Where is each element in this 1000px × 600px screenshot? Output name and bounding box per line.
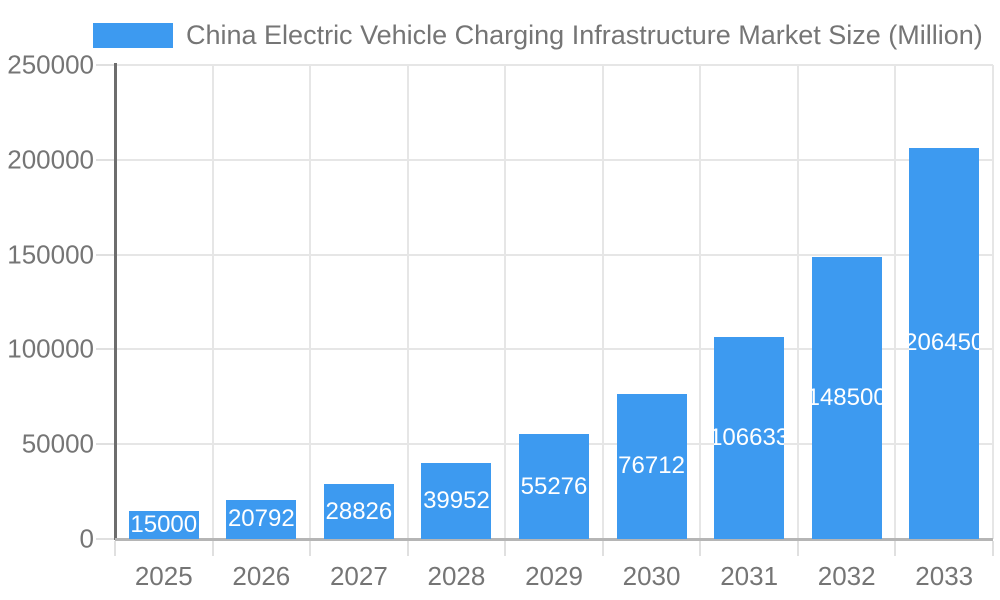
x-axis-tick — [894, 541, 897, 556]
x-axis-label-2026: 2026 — [232, 561, 291, 591]
bar-2028[interactable]: 39952 — [421, 463, 492, 539]
x-axis-tick — [601, 541, 604, 556]
gridline-vertical — [504, 65, 507, 539]
bar-value-label: 148500 — [811, 384, 882, 412]
x-axis-label-2029: 2029 — [525, 561, 583, 591]
bar-value-label: 76712 — [618, 452, 685, 480]
gridline-horizontal — [115, 253, 993, 256]
y-axis-tick — [96, 158, 115, 161]
gridline-horizontal — [115, 64, 993, 66]
x-axis-label-2033: 2033 — [915, 561, 974, 591]
x-axis-label-2031: 2031 — [720, 561, 779, 591]
x-axis-tick — [504, 541, 507, 556]
y-axis-tick — [96, 64, 115, 66]
y-axis-tick — [96, 253, 115, 256]
bar-2031[interactable]: 106633 — [714, 336, 785, 539]
bar-2029[interactable]: 55276 — [519, 434, 589, 539]
gridline-vertical — [211, 65, 214, 539]
x-axis-tick — [114, 541, 116, 556]
gridline-vertical — [699, 65, 702, 539]
bar-value-label: 39952 — [423, 487, 490, 515]
y-axis-tick-label: 0 — [79, 523, 94, 554]
x-axis-label-2027: 2027 — [329, 561, 388, 591]
x-axis-tick — [796, 541, 799, 556]
gridline-vertical — [601, 65, 604, 539]
bar-2030[interactable]: 76712 — [616, 393, 687, 539]
x-axis-tick — [992, 541, 994, 556]
gridline-horizontal — [115, 348, 993, 351]
bar-value-label: 15000 — [130, 510, 198, 538]
x-axis-label-2025: 2025 — [134, 561, 193, 591]
y-axis-tick — [96, 538, 115, 540]
gridline-horizontal — [115, 158, 993, 161]
x-axis-label-2028: 2028 — [427, 561, 486, 591]
y-axis-line — [114, 63, 117, 540]
y-axis-tick — [96, 443, 115, 446]
gridline-vertical — [309, 65, 312, 539]
bar-value-label: 28826 — [325, 497, 393, 525]
x-axis-line — [115, 538, 993, 541]
x-axis-tick — [406, 541, 409, 556]
bar-value-label: 206450 — [909, 329, 980, 357]
y-axis-tick-label: 50000 — [21, 428, 94, 459]
y-axis-tick-label: 100000 — [7, 333, 94, 364]
x-axis-label-2032: 2032 — [817, 561, 876, 591]
bar-2032[interactable]: 148500 — [811, 257, 882, 539]
y-axis-tick-label: 200000 — [7, 144, 94, 175]
chart-title: China Electric Vehicle Charging Infrastr… — [186, 20, 983, 50]
bar-value-label: 20792 — [227, 505, 295, 533]
x-axis-tick — [309, 541, 312, 556]
bar-value-label: 55276 — [520, 472, 588, 500]
bar-2025[interactable]: 15000 — [128, 510, 199, 539]
x-axis-label-2030: 2030 — [622, 561, 681, 591]
y-axis-tick — [96, 348, 115, 351]
legend-color-swatch-icon — [93, 23, 173, 48]
x-axis-tick — [699, 541, 702, 556]
gridline-vertical — [796, 65, 799, 539]
gridline-vertical — [406, 65, 409, 539]
bar-2027[interactable]: 28826 — [323, 484, 394, 539]
legend-item[interactable]: China Electric Vehicle Charging Infrastr… — [93, 20, 983, 51]
y-axis-tick-label: 150000 — [7, 239, 94, 270]
bar-2026[interactable]: 20792 — [226, 499, 297, 539]
y-axis-tick-label: 250000 — [7, 49, 94, 80]
bar-value-label: 106633 — [714, 423, 785, 451]
bar-2033[interactable]: 206450 — [909, 147, 980, 539]
gridline-vertical — [992, 65, 994, 539]
gridline-vertical — [894, 65, 897, 539]
x-axis-tick — [211, 541, 214, 556]
